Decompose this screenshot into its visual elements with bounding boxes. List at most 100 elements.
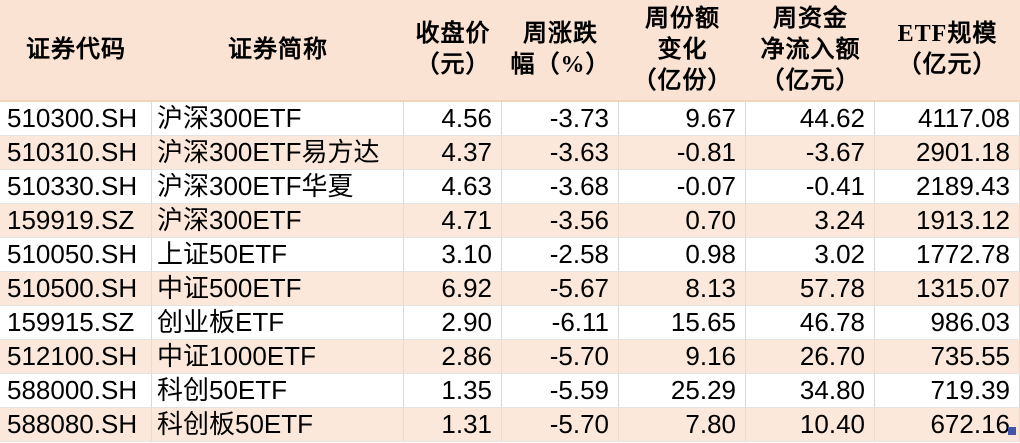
cell-code: 510310.SH <box>0 136 152 170</box>
column-header-etf-scale: ETF规模 （亿元） <box>875 0 1020 102</box>
cell-close-price: 6.92 <box>404 272 502 306</box>
cell-share-change: 0.70 <box>619 204 746 238</box>
cell-name: 沪深300ETF华夏 <box>152 170 404 204</box>
cell-etf-scale: 672.16 <box>875 408 1020 442</box>
cell-etf-scale: 1315.07 <box>875 272 1020 306</box>
column-header-weekly-change-pct: 周涨跌幅（%） <box>502 0 619 102</box>
cell-net-inflow: 26.70 <box>746 340 875 374</box>
table-row: 588000.SH 科创50ETF 1.35 -5.59 25.29 34.80 719.3… <box>0 374 1020 408</box>
cell-name: 上证50ETF <box>152 238 404 272</box>
table-row: 510330.SH 沪深300ETF华夏 4.63 -3.68 -0.07 -0.41 21… <box>0 170 1020 204</box>
cell-code: 159915.SZ <box>0 306 152 340</box>
cell-net-inflow: -3.67 <box>746 136 875 170</box>
column-header-line: 幅（%） <box>510 52 611 78</box>
table-row: 510300.SH 沪深300ETF 4.56 -3.73 9.67 44.62 4117.… <box>0 102 1020 136</box>
cell-etf-scale: 719.39 <box>875 374 1020 408</box>
cell-name: 沪深300ETF易方达 <box>152 136 404 170</box>
cell-weekly-change-pct: -5.59 <box>502 374 619 408</box>
cell-name: 沪深300ETF <box>152 204 404 238</box>
table-row: 510310.SH 沪深300ETF易方达 4.37 -3.63 -0.81 -3.67 2… <box>0 136 1020 170</box>
table-row: 510500.SH 中证500ETF 6.92 -5.67 8.13 57.78 1315.… <box>0 272 1020 306</box>
cell-name: 沪深300ETF <box>152 102 404 136</box>
column-header-name: 证券简称 <box>152 0 404 102</box>
cell-code: 159919.SZ <box>0 204 152 238</box>
table-header-row: 证券代码 证券简称 收盘价 （元） 周涨跌 幅（%） 周份额 变化 （亿份） 周资金 净流入额 （亿元… <box>0 0 1020 102</box>
cell-code: 588080.SH <box>0 408 152 442</box>
cell-etf-scale: 1913.12 <box>875 204 1020 238</box>
column-header-line: 证券代码 <box>26 36 126 63</box>
column-header-line: 周资金 <box>773 5 848 32</box>
cell-close-price: 2.90 <box>404 306 502 340</box>
table-row: 588080.SH 科创板50ETF 1.31 -5.70 7.80 10.40 672.1… <box>0 408 1020 442</box>
cell-etf-scale: 986.03 <box>875 306 1020 340</box>
cell-net-inflow: 10.40 <box>746 408 875 442</box>
cell-net-inflow: 46.78 <box>746 306 875 340</box>
cell-weekly-change-pct: -3.68 <box>502 170 619 204</box>
cell-name: 科创板50ETF <box>152 408 404 442</box>
table-row: 510050.SH 上证50ETF 3.10 -2.58 0.98 3.02 1772.78 <box>0 238 1020 272</box>
cell-etf-scale: 735.55 <box>875 340 1020 374</box>
cell-name: 中证500ETF <box>152 272 404 306</box>
cell-share-change: 8.13 <box>619 272 746 306</box>
cell-close-price: 1.35 <box>404 374 502 408</box>
cell-share-change: 15.65 <box>619 306 746 340</box>
column-header-line: ETF规模 <box>897 21 998 47</box>
cell-close-price: 2.86 <box>404 340 502 374</box>
cell-weekly-change-pct: -3.63 <box>502 136 619 170</box>
cell-close-price: 4.63 <box>404 170 502 204</box>
cell-share-change: 9.16 <box>619 340 746 374</box>
column-header-line: 周涨跌 <box>523 21 598 47</box>
column-header-line: （亿元） <box>897 52 998 78</box>
column-header-share-change: 周份额变化 （亿份） <box>619 0 746 102</box>
column-header-line: 变化 <box>657 36 708 63</box>
column-header-line: 证券简称 <box>228 36 328 63</box>
cell-etf-scale: 2901.18 <box>875 136 1020 170</box>
cell-code: 510300.SH <box>0 102 152 136</box>
selection-fill-handle-icon[interactable] <box>1008 427 1016 435</box>
cell-code: 510330.SH <box>0 170 152 204</box>
column-header-line: 周份额 <box>645 5 720 32</box>
cell-etf-scale: 2189.43 <box>875 170 1020 204</box>
column-header-close-price: 收盘价 （元） <box>404 0 502 102</box>
cell-close-price: 1.31 <box>404 408 502 442</box>
cell-etf-scale: 1772.78 <box>875 238 1020 272</box>
cell-weekly-change-pct: -3.73 <box>502 102 619 136</box>
cell-etf-scale: 4117.08 <box>875 102 1020 136</box>
cell-weekly-change-pct: -3.56 <box>502 204 619 238</box>
column-header-line: （亿份） <box>632 67 733 94</box>
cell-share-change: 7.80 <box>619 408 746 442</box>
cell-share-change: -0.07 <box>619 170 746 204</box>
cell-close-price: 4.56 <box>404 102 502 136</box>
cell-code: 510500.SH <box>0 272 152 306</box>
cell-code: 510050.SH <box>0 238 152 272</box>
column-header-line: 收盘价 <box>415 21 491 47</box>
table-body: 510300.SH 沪深300ETF 4.56 -3.73 9.67 44.62 4117.… <box>0 102 1020 442</box>
cell-weekly-change-pct: -5.67 <box>502 272 619 306</box>
cell-net-inflow: 3.24 <box>746 204 875 238</box>
cell-close-price: 4.37 <box>404 136 502 170</box>
cell-net-inflow: 44.62 <box>746 102 875 136</box>
cell-net-inflow: 3.02 <box>746 238 875 272</box>
cell-share-change: 0.98 <box>619 238 746 272</box>
cell-close-price: 3.10 <box>404 238 502 272</box>
cell-weekly-change-pct: -5.70 <box>502 340 619 374</box>
cell-net-inflow: -0.41 <box>746 170 875 204</box>
column-header-line: （亿元） <box>760 67 861 94</box>
cell-name: 中证1000ETF <box>152 340 404 374</box>
cell-name: 创业板ETF <box>152 306 404 340</box>
cell-name: 科创50ETF <box>152 374 404 408</box>
column-header-line: 净流入额 <box>760 36 861 63</box>
table-row: 159915.SZ 创业板ETF 2.90 -6.11 15.65 46.78 986.03 <box>0 306 1020 340</box>
cell-weekly-change-pct: -5.70 <box>502 408 619 442</box>
column-header-code: 证券代码 <box>0 0 152 102</box>
cell-code: 588000.SH <box>0 374 152 408</box>
cell-share-change: 9.67 <box>619 102 746 136</box>
cell-share-change: 25.29 <box>619 374 746 408</box>
cell-close-price: 4.71 <box>404 204 502 238</box>
cell-weekly-change-pct: -6.11 <box>502 306 619 340</box>
cell-net-inflow: 57.78 <box>746 272 875 306</box>
table-row: 512100.SH 中证1000ETF 2.86 -5.70 9.16 26.70 735.… <box>0 340 1020 374</box>
cell-weekly-change-pct: -2.58 <box>502 238 619 272</box>
